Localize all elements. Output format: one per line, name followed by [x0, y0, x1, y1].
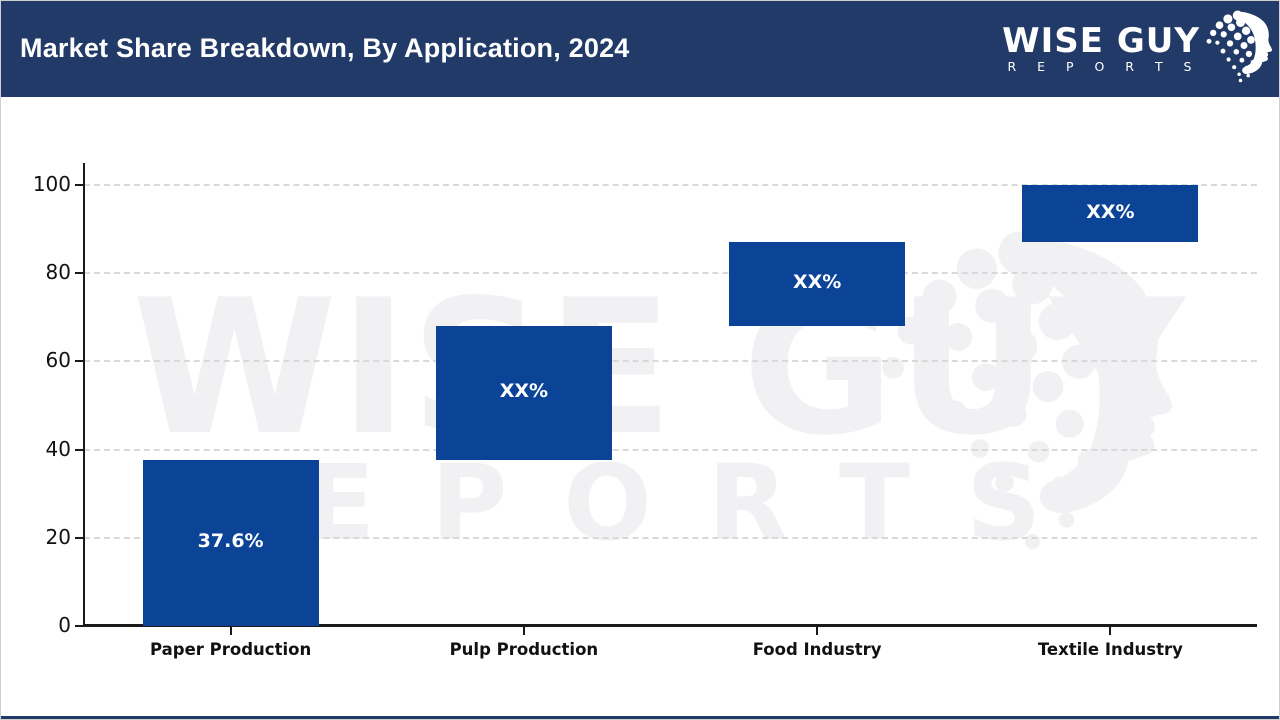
y-tick-60	[75, 360, 84, 363]
bar-label-1: XX%	[499, 380, 549, 403]
logo-text: WISE GUY R E P O R T S	[1002, 23, 1200, 75]
x-tick-1	[522, 627, 525, 635]
gridline-80	[84, 272, 1257, 275]
bar-3	[1022, 185, 1199, 243]
x-label-3: Textile Industry	[1037, 640, 1183, 659]
wise-guy-logo: WISE GUY R E P O R T S	[1002, 0, 1272, 97]
chart-title: Market Share Breakdown, By Application, …	[20, 33, 630, 63]
x-axis-line	[83, 624, 1257, 627]
y-tick-20	[75, 536, 84, 539]
y-tick-label-40: 40	[45, 436, 71, 461]
gridline-100	[84, 184, 1257, 186]
logo-reports-text: R E P O R T S	[1007, 58, 1200, 74]
y-tick-80	[75, 272, 84, 275]
footer-bar	[0, 716, 1280, 720]
y-tick-40	[75, 448, 84, 451]
y-tick-label-60: 60	[45, 348, 71, 373]
y-tick-label-80: 80	[45, 260, 71, 285]
x-tick-0	[229, 627, 232, 635]
x-tick-3	[1109, 627, 1112, 635]
y-tick-100	[75, 184, 84, 186]
bar-label-3: XX%	[1086, 200, 1135, 223]
gridline-40	[84, 448, 1257, 451]
bar-label-0: 37.6%	[197, 530, 264, 553]
gridline-60	[84, 360, 1257, 363]
y-tick-label-0: 0	[58, 613, 71, 637]
bar-0	[142, 460, 319, 626]
x-label-1: Pulp Production	[449, 640, 599, 659]
y-tick-label-20: 20	[45, 524, 71, 549]
bar-2	[729, 242, 906, 327]
x-label-2: Food Industry	[752, 640, 882, 659]
bar-label-2: XX%	[792, 271, 842, 294]
x-tick-2	[816, 627, 819, 635]
logo-name-text: WISE GUY	[1002, 20, 1200, 61]
gridline-20	[84, 536, 1257, 539]
header-bar: Market Share Breakdown, By Application, …	[0, 0, 1280, 97]
y-tick-0	[75, 625, 84, 627]
x-label-0: Paper Production	[150, 640, 312, 659]
y-axis-line	[83, 163, 85, 627]
logo-head-icon	[1206, 10, 1272, 82]
bar-1	[435, 326, 612, 461]
y-tick-label-100: 100	[32, 172, 71, 196]
